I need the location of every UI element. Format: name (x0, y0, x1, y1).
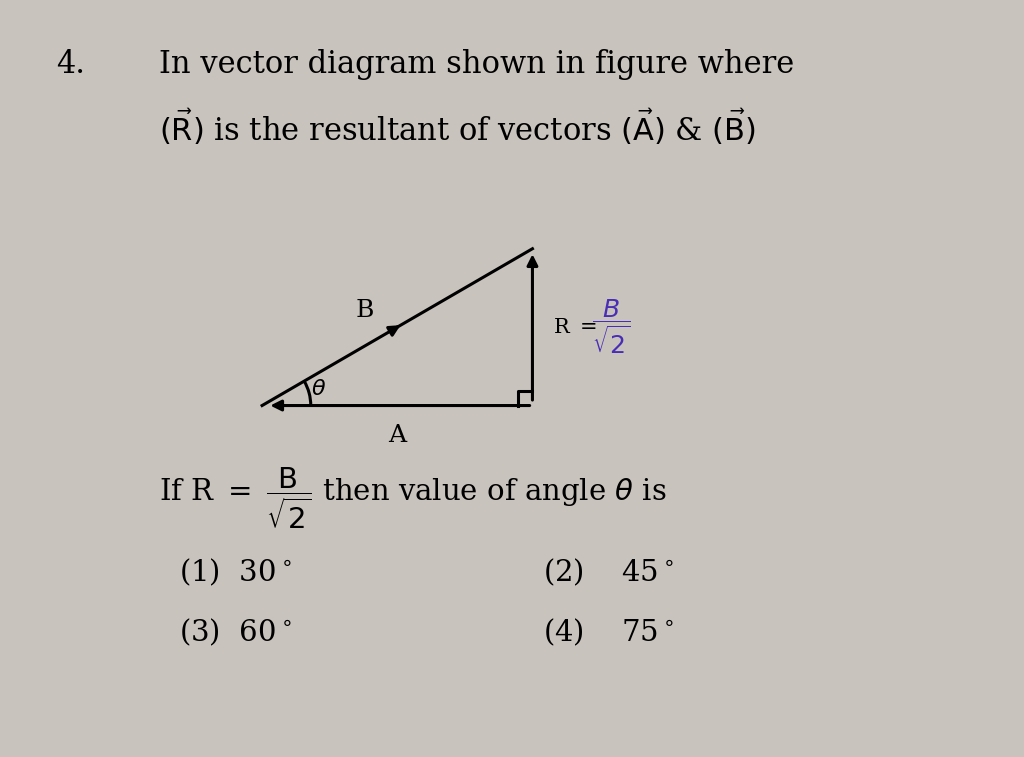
Text: (1)  30$^\circ$: (1) 30$^\circ$ (179, 556, 292, 587)
Text: (2)    45$^\circ$: (2) 45$^\circ$ (543, 556, 674, 587)
Text: In vector diagram shown in figure where: In vector diagram shown in figure where (159, 49, 794, 80)
Text: R $=$: R $=$ (553, 318, 597, 337)
Text: 4.: 4. (56, 49, 85, 80)
Text: (3)  60$^\circ$: (3) 60$^\circ$ (179, 617, 292, 648)
Text: (4)    75$^\circ$: (4) 75$^\circ$ (543, 617, 674, 648)
Text: $(\vec{\mathrm{R}})$ is the resultant of vectors $(\vec{\mathrm{A}})$ & $(\vec{\: $(\vec{\mathrm{R}})$ is the resultant of… (159, 107, 756, 148)
Text: $\theta$: $\theta$ (311, 378, 327, 400)
Text: B: B (355, 300, 374, 322)
Text: A: A (388, 424, 407, 447)
Text: If R $=$ $\dfrac{\mathrm{B}}{\sqrt{2}}$ then value of angle $\theta$ is: If R $=$ $\dfrac{\mathrm{B}}{\sqrt{2}}$ … (159, 466, 666, 531)
Text: $\dfrac{B}{\sqrt{2}}$: $\dfrac{B}{\sqrt{2}}$ (592, 298, 631, 357)
